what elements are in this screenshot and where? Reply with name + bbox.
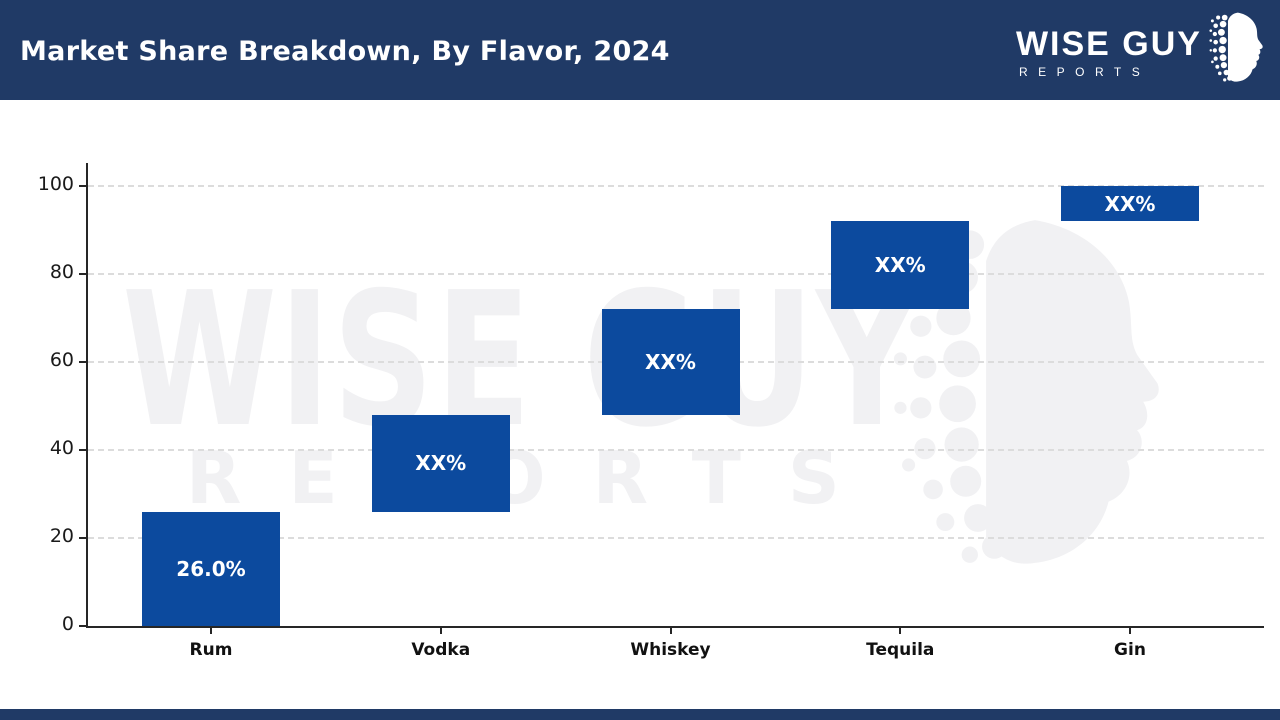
y-tick-label-20: 20 <box>49 525 74 547</box>
y-tick-80 <box>79 273 88 275</box>
x-label-vodka: Vodka <box>411 640 471 660</box>
y-tick-0 <box>79 625 88 627</box>
y-tick-label-80: 80 <box>49 261 74 283</box>
x-axis-line <box>86 626 1264 628</box>
bar-vodka <box>371 414 510 512</box>
page-title: Market Share Breakdown, By Flavor, 2024 <box>20 36 670 67</box>
x-label-tequila: Tequila <box>866 640 935 660</box>
logo-text: WISE GUY REPORTS <box>1016 26 1202 79</box>
header-bar: Market Share Breakdown, By Flavor, 2024 … <box>0 0 1280 100</box>
footer-bar <box>0 709 1280 720</box>
y-tick-label-60: 60 <box>49 349 74 371</box>
wise-guy-logo: WISE GUY REPORTS <box>1016 10 1266 94</box>
y-tick-label-100: 100 <box>37 173 74 195</box>
y-tick-60 <box>79 361 88 363</box>
bar-label-rum: 26.0% <box>176 556 246 581</box>
y-tick-label-0: 0 <box>61 613 74 635</box>
bar-label-vodka: XX% <box>415 451 467 476</box>
y-tick-label-40: 40 <box>49 437 74 459</box>
x-tick-rum <box>210 628 212 634</box>
logo-wordmark: WISE GUY <box>1015 24 1202 63</box>
gridline-40 <box>88 449 1264 451</box>
bar-label-gin: XX% <box>1104 191 1156 216</box>
bar-label-tequila: XX% <box>874 253 926 278</box>
x-tick-whiskey <box>669 628 672 634</box>
bar-rum <box>142 511 280 626</box>
x-tick-gin <box>1129 628 1131 634</box>
x-label-rum: Rum <box>189 640 233 660</box>
gridline-80 <box>88 273 1264 275</box>
y-tick-40 <box>79 449 88 451</box>
logo-head-icon <box>1209 12 1263 82</box>
bar-gin <box>1061 186 1199 222</box>
x-label-whiskey: Whiskey <box>630 640 711 660</box>
y-tick-100 <box>79 185 88 187</box>
x-tick-vodka <box>439 628 442 634</box>
logo-subtitle: REPORTS <box>1018 64 1151 79</box>
y-axis-line <box>86 163 88 628</box>
bar-tequila <box>831 221 970 310</box>
x-label-gin: Gin <box>1114 640 1146 660</box>
bar-label-whiskey: XX% <box>645 350 696 374</box>
gridline-20 <box>88 537 1264 539</box>
x-tick-tequila <box>899 628 902 634</box>
y-tick-20 <box>79 537 88 539</box>
bar-whiskey <box>601 309 740 415</box>
gridline-100 <box>88 185 1264 187</box>
